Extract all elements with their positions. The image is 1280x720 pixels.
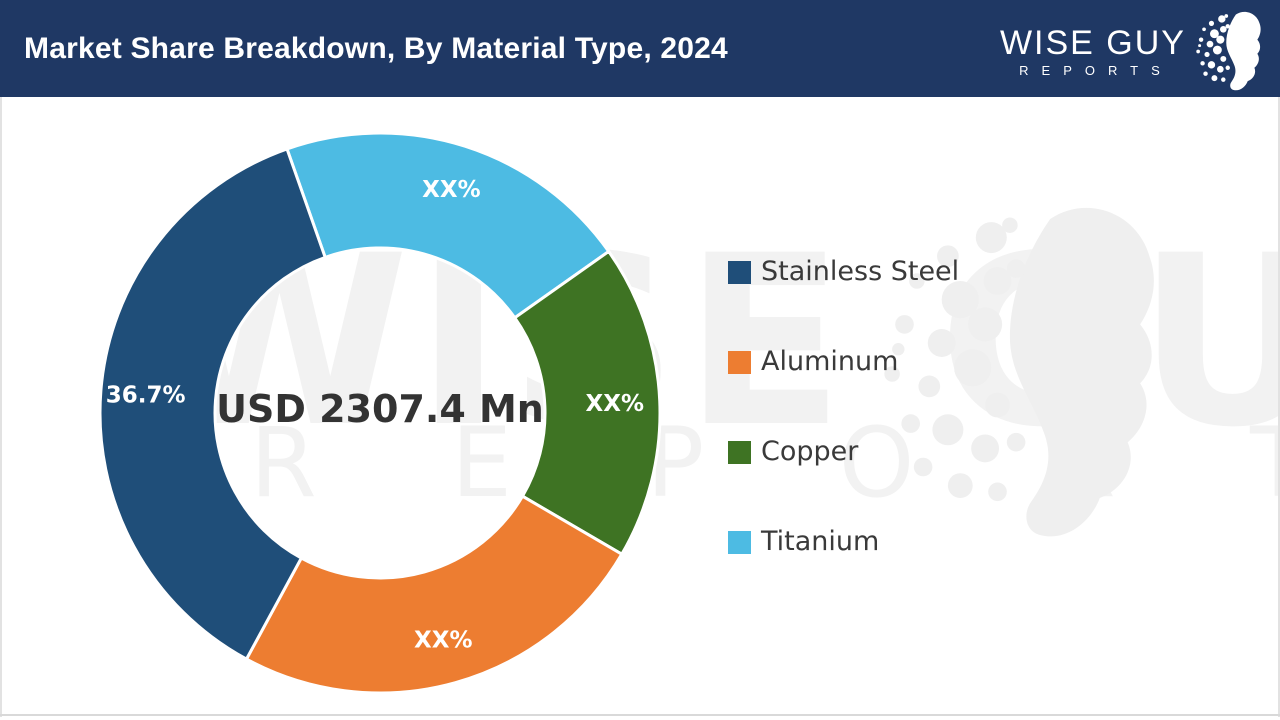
donut-segment-aluminum xyxy=(244,494,624,695)
legend-label: Titanium xyxy=(761,526,880,557)
legend-label: Aluminum xyxy=(761,346,899,377)
legend-item-copper: Copper xyxy=(728,437,959,467)
logo-brand-top: WISE GUY xyxy=(999,24,1186,62)
chart-area: WISE GUY R E P O R T S XX%XX%XX%36.7% US… xyxy=(0,97,1280,720)
legend-item-aluminum: Aluminum xyxy=(728,347,959,377)
donut-segment-titanium xyxy=(285,131,611,320)
chart-legend: Stainless Steel Aluminum Copper Titanium xyxy=(728,257,959,617)
donut-segment-stainless-steel xyxy=(98,146,328,662)
legend-swatch-titanium xyxy=(728,530,751,554)
segment-label-titanium: XX% xyxy=(422,177,481,203)
frame-edge-left xyxy=(0,97,2,717)
frame-edge-bottom xyxy=(0,714,1280,716)
legend-swatch-aluminum xyxy=(728,350,751,374)
logo-brand-bottom: REPORTS xyxy=(1019,63,1173,78)
segment-label-copper: XX% xyxy=(586,391,645,417)
segment-label-stainless-steel: 36.7% xyxy=(106,382,186,408)
frame-edge-right xyxy=(1278,97,1280,717)
donut-center-value: USD 2307.4 Mn xyxy=(216,387,544,431)
donut-segment-copper xyxy=(512,249,662,557)
segment-label-aluminum: XX% xyxy=(414,627,473,653)
legend-swatch-stainless-steel xyxy=(728,260,751,284)
header-bar: Market Share Breakdown, By Material Type… xyxy=(0,0,1280,97)
legend-label: Stainless Steel xyxy=(761,256,960,287)
logo-text: WISE GUY REPORTS xyxy=(1000,25,1186,78)
wise-guy-reports-logo: WISE GUY REPORTS xyxy=(1000,10,1264,93)
legend-item-stainless-steel: Stainless Steel xyxy=(728,257,959,287)
page-title: Market Share Breakdown, By Material Type… xyxy=(24,31,728,65)
legend-label: Copper xyxy=(761,436,859,467)
legend-swatch-copper xyxy=(728,440,751,464)
legend-item-titanium: Titanium xyxy=(728,527,959,557)
donut-chart: XX% XX% XX% 36.7% xyxy=(98,131,662,695)
logo-face-icon xyxy=(1196,11,1261,91)
